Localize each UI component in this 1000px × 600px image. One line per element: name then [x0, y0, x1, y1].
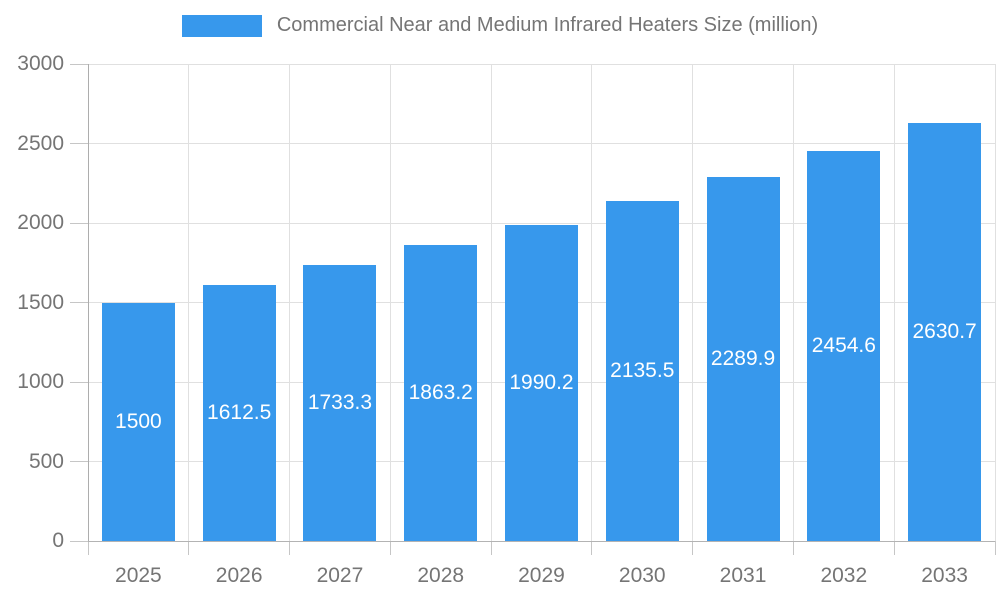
- bar[interactable]: [101, 302, 175, 541]
- x-tick: [87, 541, 89, 555]
- bar-value-label: 2289.9: [710, 346, 776, 370]
- y-tick-label: 1500: [17, 290, 64, 314]
- x-tick: [389, 541, 391, 555]
- bar-value-label: 2135.5: [610, 359, 675, 383]
- y-tick: [70, 63, 88, 65]
- x-tick: [591, 541, 593, 555]
- bar[interactable]: [404, 244, 478, 541]
- bar-value-label: 1990.2: [509, 370, 574, 394]
- bar-value-label: 1863.2: [408, 380, 473, 404]
- bar-value-label: 1612.5: [207, 400, 272, 424]
- h-gridline: [88, 143, 995, 144]
- v-gridline: [389, 64, 391, 541]
- y-tick: [70, 222, 88, 224]
- v-gridline: [188, 64, 190, 541]
- bar[interactable]: [505, 224, 578, 541]
- y-tick-label: 2500: [17, 131, 64, 155]
- x-axis-line: [88, 541, 995, 542]
- y-tick: [70, 302, 88, 303]
- bar-value-label: 2630.7: [912, 319, 977, 343]
- legend-label: Commercial Near and Medium Infrared Heat…: [276, 14, 819, 36]
- x-tick: [490, 541, 492, 555]
- x-tick-label: 2029: [518, 564, 565, 587]
- x-tick-label: 2026: [215, 564, 263, 587]
- y-tick-label: 3000: [17, 52, 64, 75]
- x-tick-label: 2028: [417, 564, 465, 587]
- y-tick: [70, 461, 88, 462]
- v-gridline: [591, 64, 593, 541]
- x-tick: [792, 541, 794, 555]
- x-tick: [692, 541, 694, 555]
- x-tick-label: 2030: [618, 564, 666, 587]
- bar[interactable]: [807, 150, 881, 541]
- y-tick-label: 1000: [17, 370, 64, 393]
- bar[interactable]: [303, 265, 377, 541]
- x-tick-label: 2033: [921, 564, 968, 587]
- bar[interactable]: [202, 284, 276, 541]
- y-tick: [70, 143, 88, 144]
- y-axis-line: [88, 64, 89, 541]
- x-tick: [893, 541, 895, 555]
- bar-value-label: 1500: [115, 409, 162, 433]
- bar-value-label: 2454.6: [811, 333, 876, 357]
- v-gridline: [289, 64, 291, 541]
- y-tick-label: 0: [52, 529, 64, 552]
- plot-area: 1500 1612.5 1733.3 1863.2 1990.2 2135.5 2289.9…: [70, 63, 996, 555]
- bar[interactable]: [706, 176, 780, 541]
- x-tick-label: 2025: [115, 564, 162, 587]
- v-gridline: [792, 64, 794, 541]
- x-tick: [289, 541, 291, 555]
- v-gridline: [893, 64, 895, 541]
- bar[interactable]: [908, 122, 982, 541]
- v-gridline: [490, 64, 492, 541]
- y-tick: [70, 540, 88, 542]
- y-tick-label: 500: [28, 449, 64, 473]
- h-gridline: [88, 222, 995, 224]
- h-gridline: [88, 63, 995, 65]
- y-tick-label: 2000: [17, 211, 64, 234]
- v-gridline: [692, 64, 694, 541]
- v-gridline: [994, 64, 996, 541]
- x-tick-label: 2031: [719, 564, 767, 587]
- x-tick: [188, 541, 190, 555]
- legend-swatch[interactable]: [181, 14, 262, 37]
- bar-value-label: 1733.3: [307, 391, 373, 415]
- x-tick-label: 2027: [316, 564, 364, 587]
- chart-legend[interactable]: Commercial Near and Medium Infrared Heat…: [0, 14, 1000, 37]
- bar[interactable]: [605, 201, 679, 541]
- x-tick-label: 2032: [820, 564, 868, 587]
- y-tick: [70, 381, 88, 383]
- x-tick: [994, 541, 996, 555]
